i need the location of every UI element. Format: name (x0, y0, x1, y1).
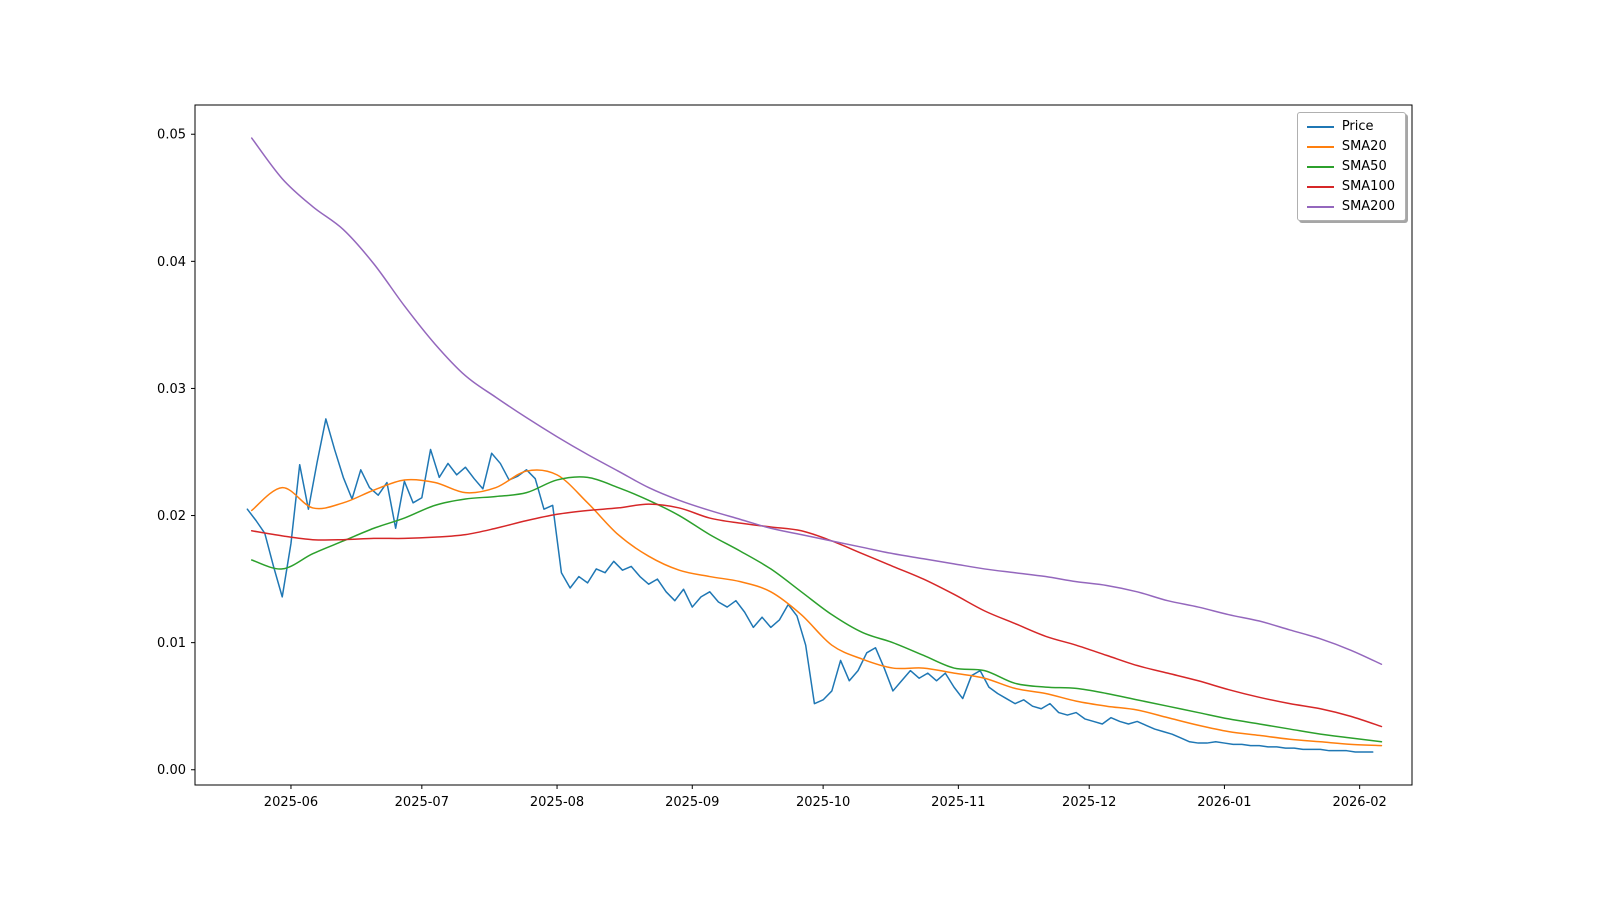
legend-item-sma100: SMA100 (1306, 179, 1395, 194)
legend-label: SMA20 (1341, 139, 1387, 154)
x-tick-label: 2025-12 (1062, 795, 1116, 810)
legend-line-swatch (1306, 185, 1334, 188)
legend-line-swatch (1306, 125, 1334, 128)
series-line-sma200 (250, 137, 1383, 665)
x-tick-label: 2025-06 (264, 795, 318, 810)
series-line-price (246, 418, 1374, 753)
legend-line-swatch (1306, 205, 1334, 208)
legend-item-sma200: SMA200 (1306, 199, 1395, 214)
legend-line-swatch (1306, 145, 1334, 148)
x-tick-label: 2025-10 (796, 795, 850, 810)
y-tick-label: 0.02 (157, 509, 186, 524)
y-tick-label: 0.04 (157, 255, 186, 270)
legend: Price SMA20 SMA50 SMA100 SMA200 (1296, 112, 1406, 221)
y-tick-label: 0.00 (157, 763, 186, 778)
legend-label: SMA200 (1341, 199, 1395, 214)
series-line-sma50 (250, 476, 1383, 743)
legend-label: SMA100 (1341, 179, 1395, 194)
legend-item-sma20: SMA20 (1306, 139, 1395, 154)
x-tick-label: 2026-02 (1332, 795, 1386, 810)
y-tick-label: 0.05 (157, 128, 186, 143)
legend-item-sma50: SMA50 (1306, 159, 1395, 174)
series-line-sma20 (250, 469, 1383, 747)
x-tick-label: 2025-07 (395, 795, 449, 810)
x-tick-label: 2025-08 (530, 795, 584, 810)
axes-frame (194, 104, 1413, 786)
y-tick-label: 0.01 (157, 636, 186, 651)
y-tick-label: 0.03 (157, 382, 186, 397)
plot-background (195, 105, 1412, 785)
series-line-sma100 (250, 503, 1383, 728)
legend-label: SMA50 (1341, 159, 1387, 174)
legend-line-swatch (1306, 165, 1334, 168)
legend-label: Price (1341, 119, 1374, 134)
x-tick-label: 2026-01 (1197, 795, 1251, 810)
x-tick-label: 2025-09 (665, 795, 719, 810)
legend-item-price: Price (1306, 119, 1395, 134)
x-tick-label: 2025-11 (931, 795, 985, 810)
